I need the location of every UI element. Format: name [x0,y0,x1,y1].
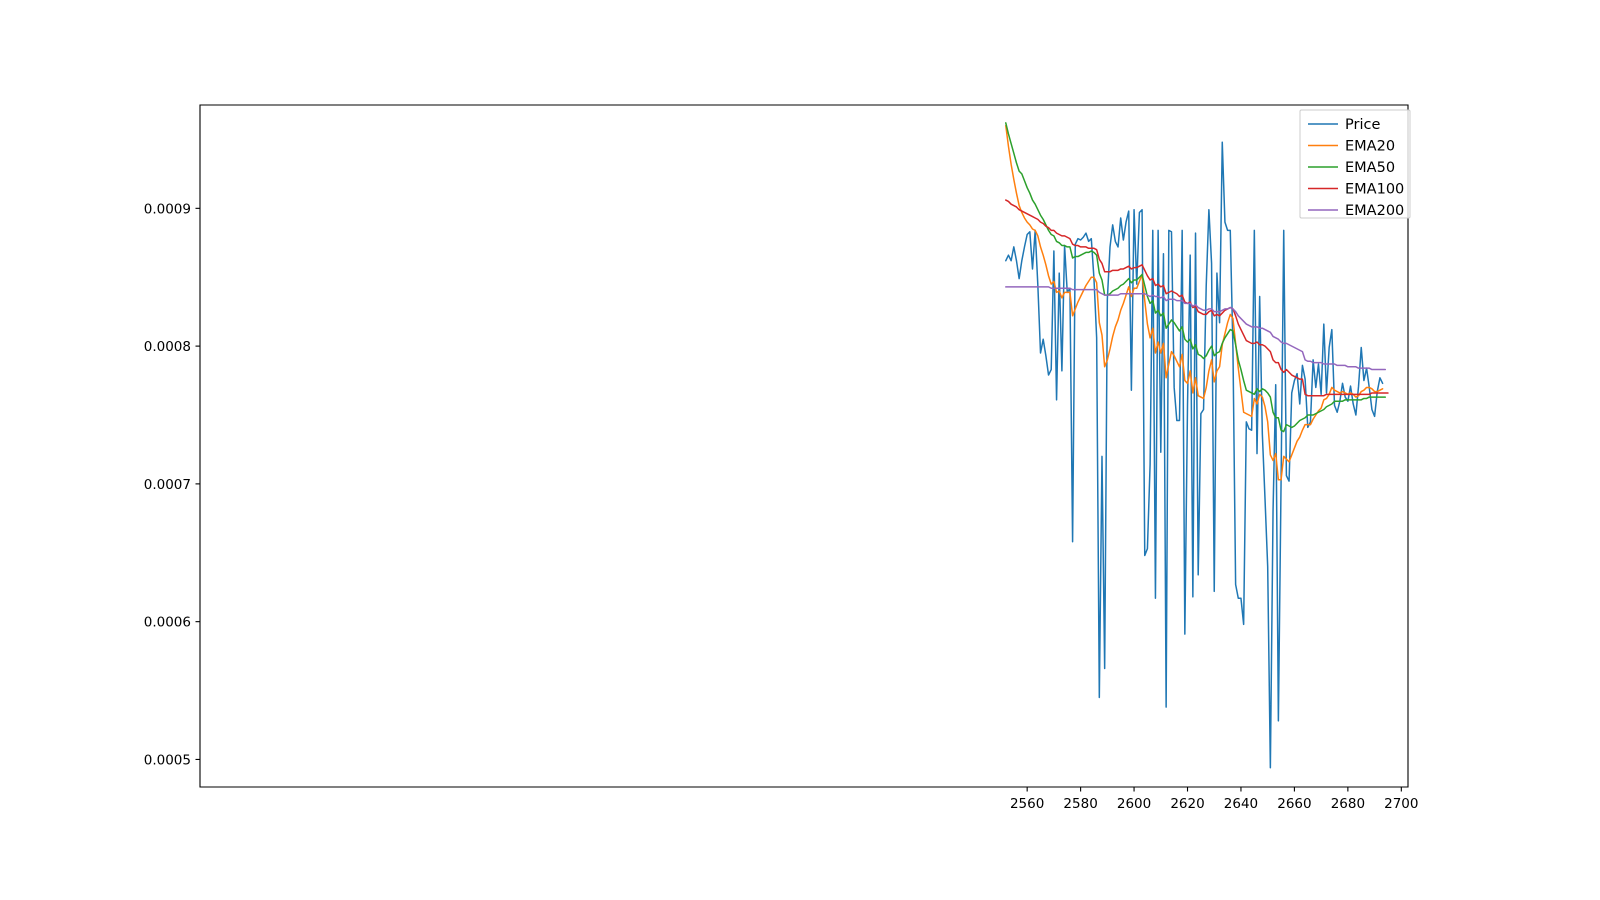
x-tick-label: 2660 [1277,796,1311,812]
axes-spines [199,104,1409,788]
series-line-ema100 [1005,199,1389,397]
x-tick-label: 2620 [1170,796,1204,812]
x-tick-label: 2640 [1224,796,1258,812]
plot-frame [199,104,1409,788]
legend-label-ema20: EMA20 [1345,139,1395,155]
legend-frame [1299,109,1411,219]
legend-label-ema200: EMA200 [1345,203,1404,219]
series-line-ema200 [1005,286,1387,371]
x-tick-label: 2560 [1010,796,1044,812]
x-tick-label: 2580 [1063,796,1097,812]
x-tick-label: 2700 [1384,796,1418,812]
legend-label-price: Price [1345,117,1380,133]
x-tick-label: 2680 [1331,796,1365,812]
legend-label-ema100: EMA100 [1345,182,1404,198]
x-axis-ticks: 2560 2580 2600 2620 2640 2660 2680 2700 [1010,787,1418,812]
y-tick-label: 0.0008 [144,339,191,355]
x-tick-label: 2600 [1117,796,1151,812]
y-axis-ticks: 0.0005 0.0006 0.0007 0.0008 0.0009 [144,201,200,768]
y-tick-label: 0.0009 [144,201,191,217]
legend-label-ema50: EMA50 [1345,160,1395,176]
series-line-ema50 [1005,122,1387,433]
data-series-group [1005,122,1389,769]
y-tick-label: 0.0005 [144,752,191,768]
chart-legend[interactable]: Price EMA20 EMA50 EMA100 EMA200 [1299,109,1411,219]
series-line-ema20 [1005,124,1384,481]
series-line-price [1005,141,1384,769]
y-tick-label: 0.0006 [144,615,191,631]
y-tick-label: 0.0007 [144,477,191,493]
